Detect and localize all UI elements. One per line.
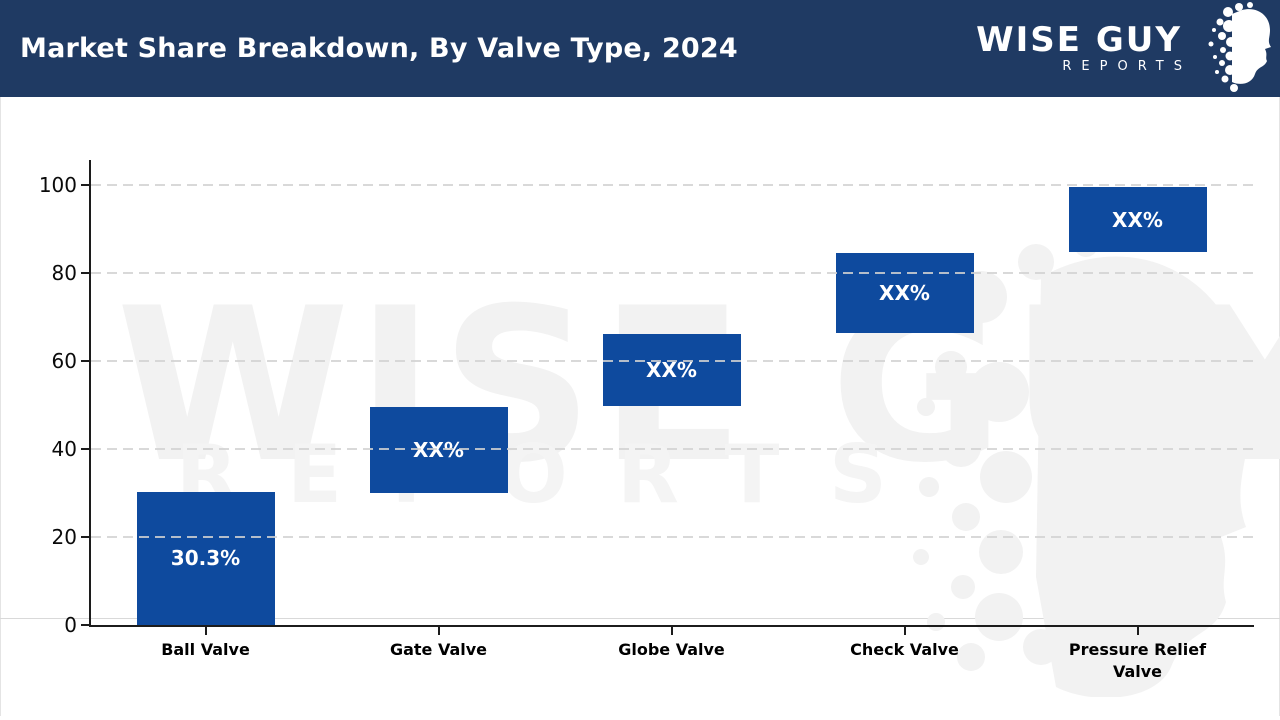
bar-segment-ball-valve: 30.3% [136,491,275,625]
y-axis-tick-mark [81,536,89,538]
gridline-40 [91,448,1254,450]
card-bottom-border [0,618,1280,619]
bar-value-label: 30.3% [170,546,241,571]
y-axis-tick-label: 60 [51,349,77,373]
x-axis-tick-mark [1136,627,1139,635]
y-axis-line [89,160,91,627]
logo-wordmark: WISE GUY [976,19,1182,60]
y-axis-tick-label: 100 [38,173,77,197]
logo-head-icon [1208,2,1271,92]
bar-segment-check-valve: XX% [835,253,974,333]
bar-segment-pressure-relief-valve: XX% [1068,187,1207,252]
logo-text: WISE GUY REPORTS [976,19,1182,74]
watermark-subtext: REPORTS [176,428,937,521]
gridline-60 [91,360,1254,362]
y-axis-tick-label: 20 [51,525,77,549]
header-banner: Market Share Breakdown, By Valve Type, 2… [0,0,1280,97]
y-axis-tick-mark [81,272,89,274]
y-axis-tick-mark [81,360,89,362]
x-axis-category-label: Globe Valve [618,640,725,659]
x-axis-tick-mark [903,627,906,635]
y-axis-tick-label: 0 [64,613,77,637]
y-axis-tick-mark [81,184,89,186]
x-axis-tick-mark [437,627,440,635]
x-axis-category-label: Check Valve [850,640,959,659]
bar-segment-globe-valve: XX% [602,334,741,406]
x-axis-tick-mark [670,627,673,635]
bar-value-label: XX% [646,358,697,383]
bar-value-label: XX% [1112,207,1163,232]
x-axis-tick-mark [204,627,207,635]
y-axis-tick-label: 80 [51,261,77,285]
y-axis-tick-mark [81,448,89,450]
x-axis-line [89,625,1254,627]
x-axis-category-label: Pressure Relief Valve [1068,640,1207,681]
chart-card: WISE GUY REPORTS 02040608010030.3%XX%XX%… [0,97,1280,716]
bar-value-label: XX% [879,281,930,305]
wise-guy-logo: WISE GUY REPORTS [976,0,1276,97]
gridline-100 [91,184,1254,186]
logo-subtext: REPORTS [1062,59,1192,75]
x-axis-category-label: Ball Valve [161,640,250,659]
gridline-20 [91,536,1254,538]
x-axis-category-label: Gate Valve [389,640,488,659]
y-axis-tick-label: 40 [51,437,77,461]
y-axis-tick-mark [81,624,89,626]
gridline-80 [91,272,1254,274]
chart-title: Market Share Breakdown, By Valve Type, 2… [20,33,738,64]
